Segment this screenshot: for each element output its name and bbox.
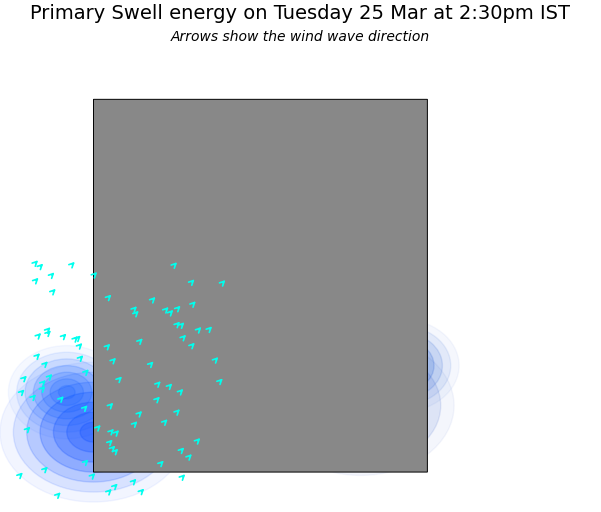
Ellipse shape: [376, 346, 426, 386]
Ellipse shape: [17, 352, 117, 432]
Ellipse shape: [350, 326, 451, 406]
Ellipse shape: [50, 379, 84, 406]
Ellipse shape: [13, 372, 174, 492]
Ellipse shape: [58, 386, 75, 399]
Text: Primary Swell energy on Tuesday 25 Mar at 2:30pm IST: Primary Swell energy on Tuesday 25 Mar a…: [31, 4, 570, 24]
Ellipse shape: [281, 346, 441, 465]
Ellipse shape: [392, 359, 409, 372]
Ellipse shape: [67, 412, 120, 452]
Ellipse shape: [334, 386, 387, 425]
Ellipse shape: [367, 339, 434, 392]
Ellipse shape: [294, 356, 427, 456]
Ellipse shape: [26, 382, 160, 482]
Ellipse shape: [40, 392, 147, 472]
FancyBboxPatch shape: [94, 99, 427, 472]
Ellipse shape: [320, 376, 401, 435]
Ellipse shape: [53, 402, 133, 462]
Ellipse shape: [359, 332, 442, 399]
Ellipse shape: [307, 366, 414, 445]
Ellipse shape: [34, 366, 100, 419]
Text: Arrows show the wind wave direction: Arrows show the wind wave direction: [171, 30, 430, 44]
Ellipse shape: [80, 422, 107, 442]
Ellipse shape: [41, 372, 92, 412]
Ellipse shape: [0, 362, 187, 502]
Ellipse shape: [384, 352, 417, 379]
Ellipse shape: [25, 359, 109, 425]
Ellipse shape: [347, 396, 374, 416]
